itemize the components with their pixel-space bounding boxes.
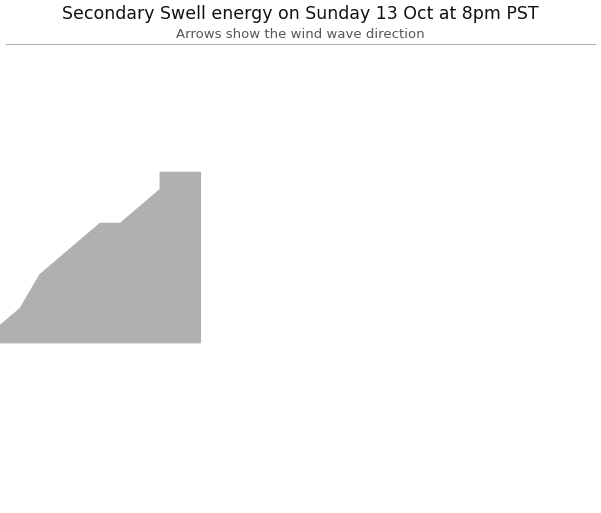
Polygon shape <box>0 172 200 343</box>
Text: Arrows show the wind wave direction: Arrows show the wind wave direction <box>176 28 425 42</box>
Text: Secondary Swell energy on Sunday 13 Oct at 8pm PST: Secondary Swell energy on Sunday 13 Oct … <box>62 5 539 23</box>
